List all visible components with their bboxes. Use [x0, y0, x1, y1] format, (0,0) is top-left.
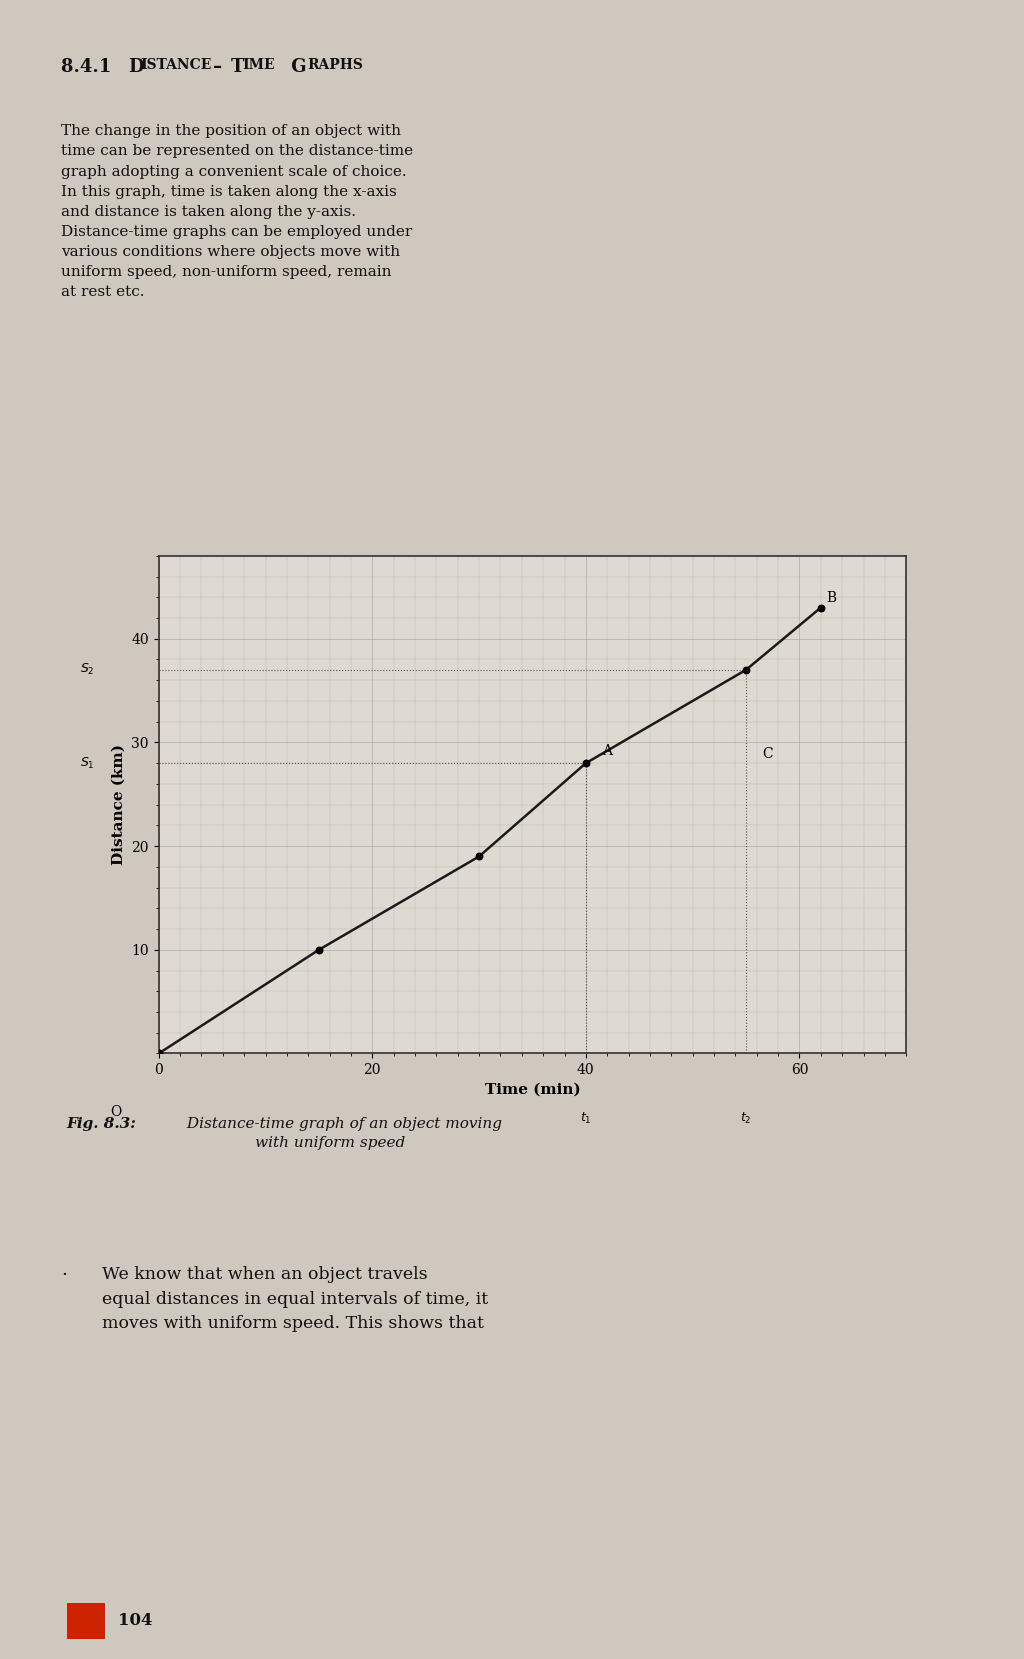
- Text: A: A: [602, 743, 612, 758]
- Text: ·: ·: [61, 1266, 68, 1284]
- Text: $t_1$: $t_1$: [580, 1110, 592, 1125]
- Point: [738, 657, 755, 684]
- X-axis label: Time (min): Time (min): [484, 1083, 581, 1097]
- Text: 104: 104: [118, 1613, 153, 1629]
- Text: $S_2$: $S_2$: [80, 662, 94, 677]
- Text: RAPHS: RAPHS: [307, 58, 364, 71]
- Y-axis label: Distance (km): Distance (km): [112, 745, 126, 864]
- Text: $S_1$: $S_1$: [80, 755, 94, 771]
- Text: G: G: [285, 58, 306, 76]
- Text: $t_2$: $t_2$: [740, 1110, 752, 1125]
- Point: [151, 1040, 167, 1067]
- Text: IME: IME: [243, 58, 275, 71]
- Text: C: C: [762, 747, 773, 761]
- Bar: [67, 1603, 105, 1639]
- Point: [471, 843, 487, 869]
- Text: 8.4.1: 8.4.1: [61, 58, 118, 76]
- Text: –: –: [213, 58, 222, 76]
- Text: O: O: [111, 1105, 122, 1120]
- Point: [813, 594, 829, 620]
- Point: [310, 936, 327, 962]
- Text: The change in the position of an object with
time can be represented on the dist: The change in the position of an object …: [61, 124, 414, 299]
- Point: [578, 750, 594, 776]
- Text: ISTANCE: ISTANCE: [140, 58, 212, 71]
- Text: Distance-time graph of an object moving
               with uniform speed: Distance-time graph of an object moving …: [182, 1117, 502, 1150]
- Text: B: B: [826, 591, 837, 606]
- Text: We know that when an object travels
equal distances in equal intervals of time, : We know that when an object travels equa…: [102, 1266, 488, 1332]
- Text: Fig. 8.3:: Fig. 8.3:: [67, 1117, 136, 1130]
- Text: T: T: [230, 58, 244, 76]
- Text: D: D: [128, 58, 143, 76]
